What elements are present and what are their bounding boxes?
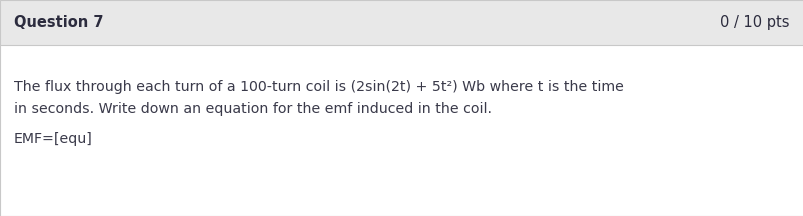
Text: EMF=[equ]: EMF=[equ] — [14, 132, 92, 146]
Text: Question 7: Question 7 — [14, 15, 104, 30]
Text: The flux through each turn of a 100-turn coil is (2sin(2t) + 5t²) Wb where t is : The flux through each turn of a 100-turn… — [14, 80, 623, 94]
FancyBboxPatch shape — [0, 0, 803, 45]
Text: 0 / 10 pts: 0 / 10 pts — [719, 15, 789, 30]
FancyBboxPatch shape — [0, 45, 803, 216]
Text: in seconds. Write down an equation for the emf induced in the coil.: in seconds. Write down an equation for t… — [14, 102, 491, 116]
